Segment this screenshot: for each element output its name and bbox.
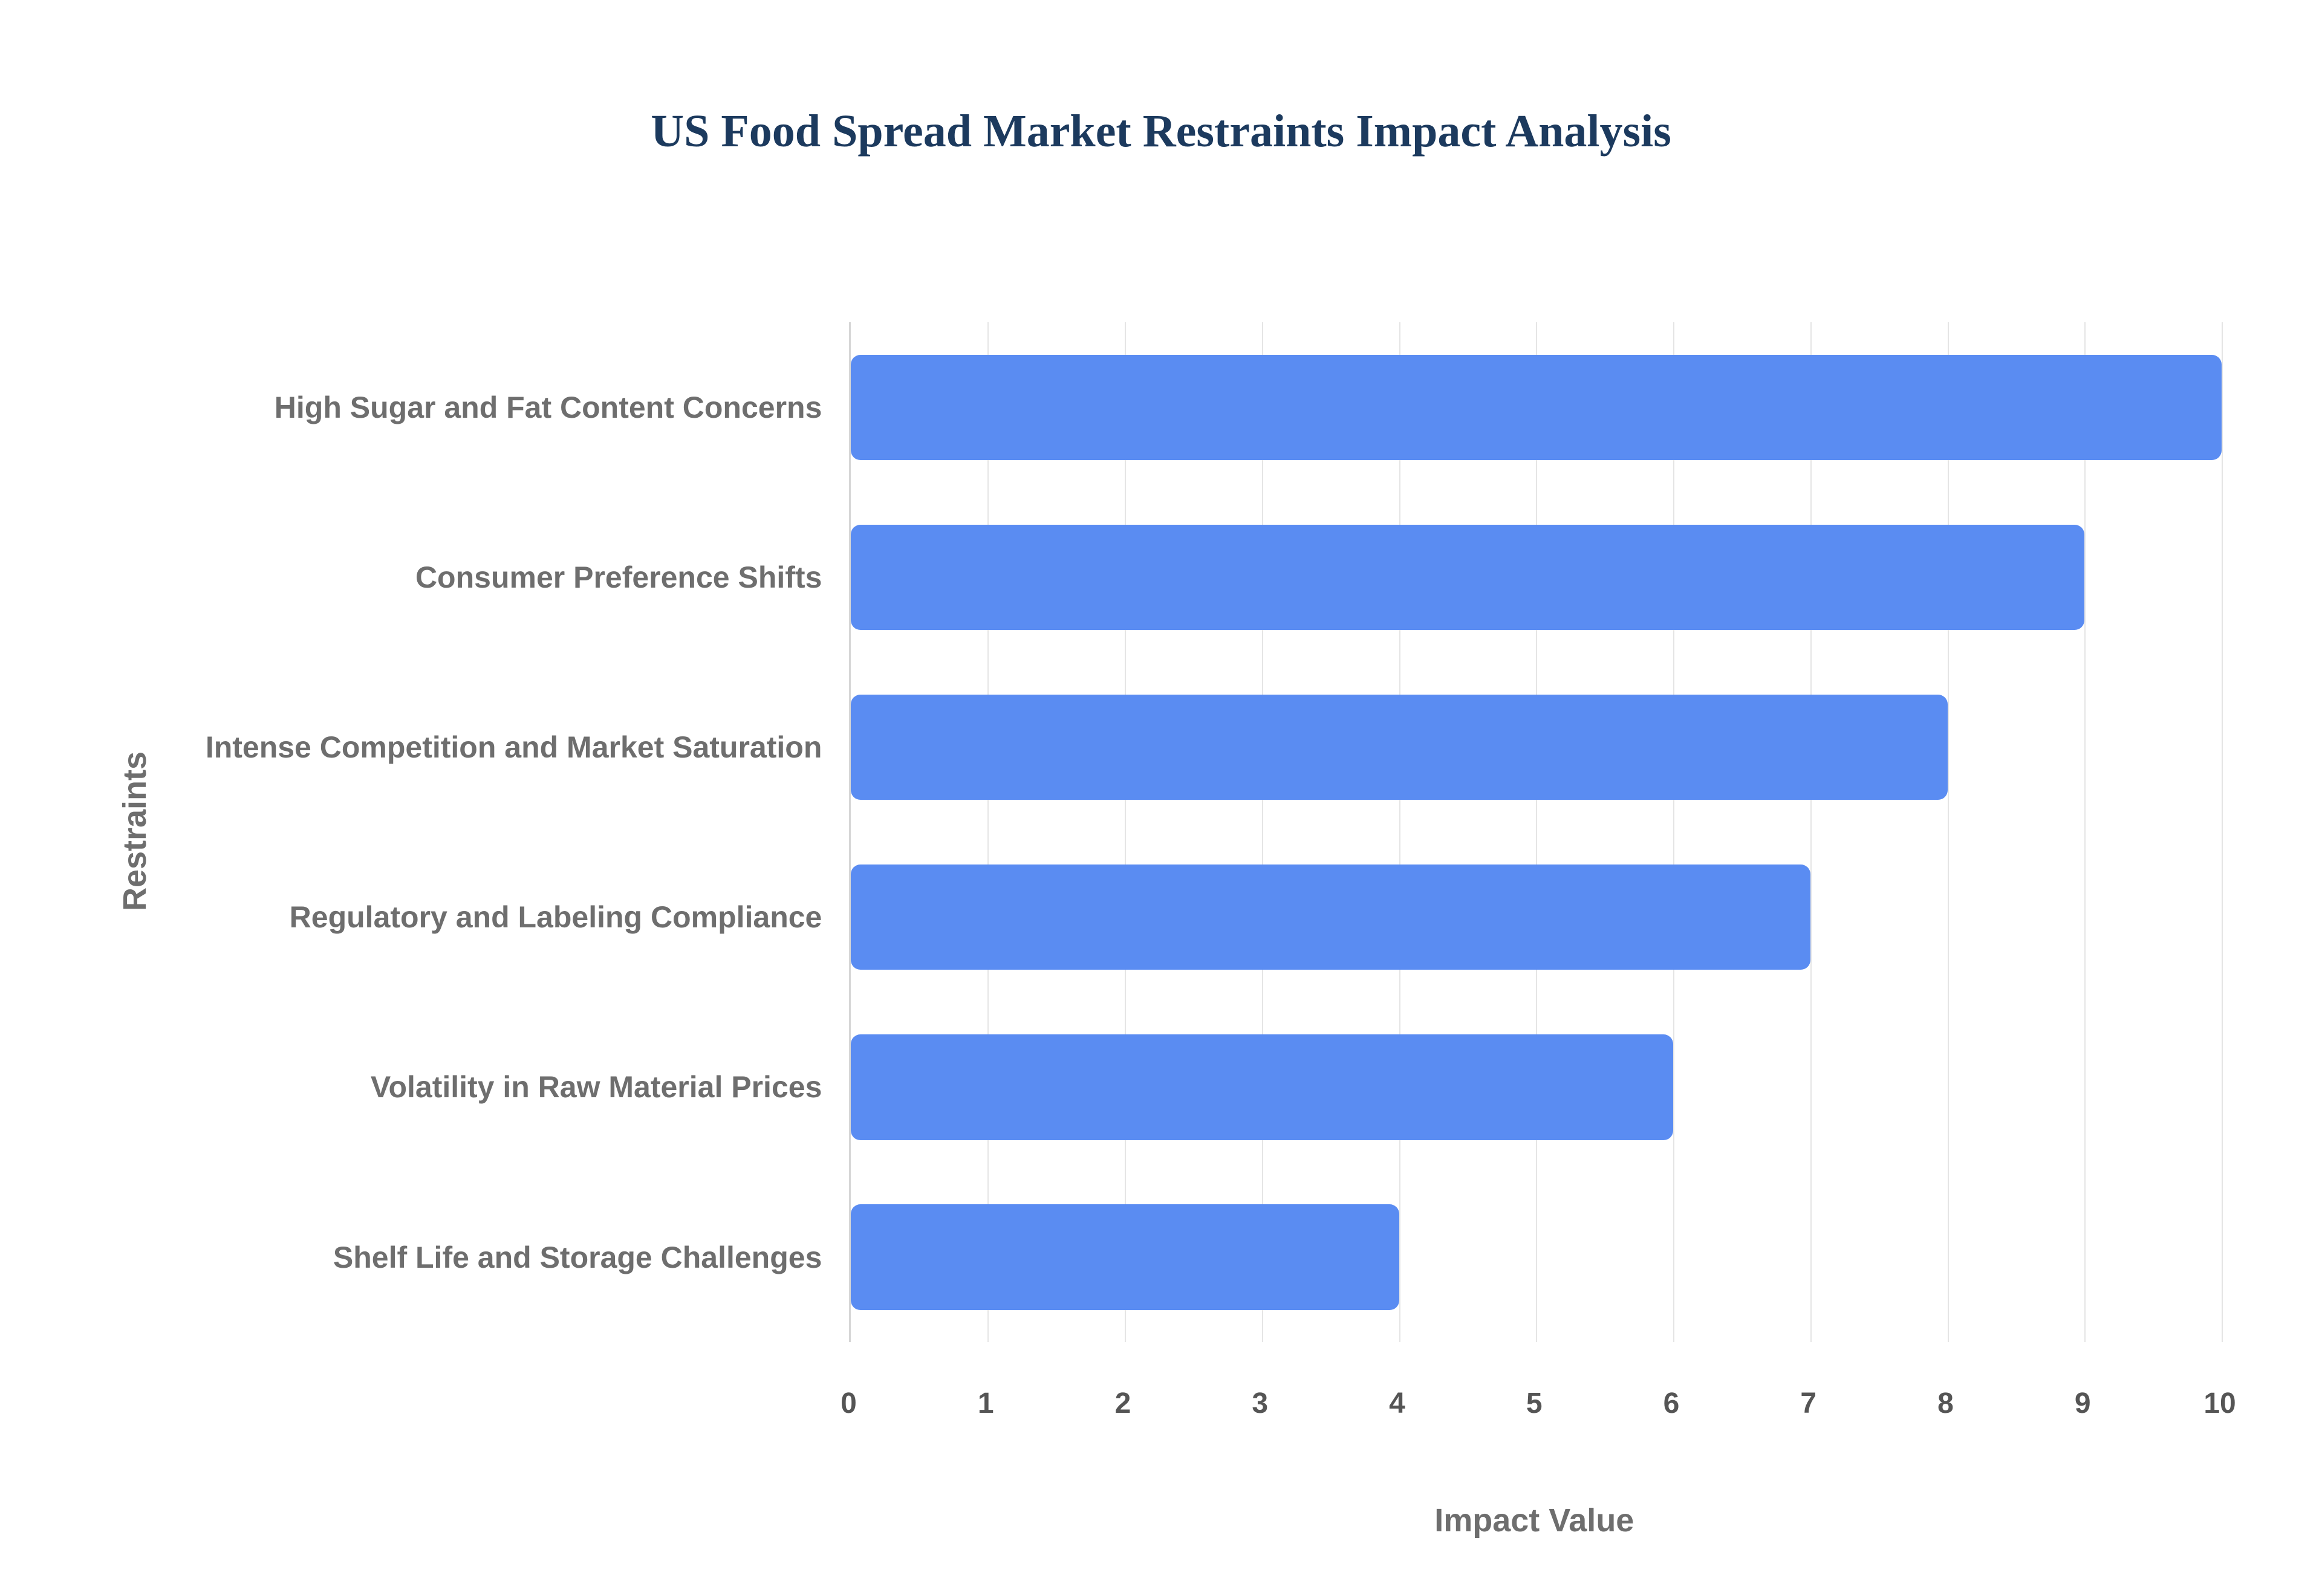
gridline	[2084, 322, 2086, 1343]
x-axis-ticks: 0 1 2 3 4 5 6 7 8 9 10	[841, 1387, 2236, 1423]
bar-row	[850, 492, 2222, 662]
chart-title: US Food Spread Market Restraints Impact …	[651, 106, 1671, 157]
x-tick-label: 8	[1937, 1387, 1954, 1420]
category-label: Volatility in Raw Material Prices	[370, 1070, 822, 1105]
category-label: Shelf Life and Storage Challenges	[333, 1240, 822, 1274]
gridline	[1536, 322, 1538, 1343]
x-tick-label: 5	[1526, 1387, 1543, 1420]
x-axis-title: Impact Value	[1434, 1502, 1634, 1539]
bar	[850, 864, 1810, 970]
bar-row	[850, 1172, 2222, 1342]
bar	[850, 1204, 1399, 1310]
bar-series	[850, 322, 2222, 1342]
x-tick-label: 10	[2203, 1387, 2236, 1420]
gridline	[1125, 322, 1127, 1343]
x-tick-label: 3	[1252, 1387, 1269, 1420]
bar-row	[850, 322, 2222, 492]
x-tick-label: 6	[1663, 1387, 1680, 1420]
x-tick-label: 2	[1114, 1387, 1131, 1420]
gridline	[1399, 322, 1400, 1343]
x-tick-label: 1	[977, 1387, 994, 1420]
plot-area	[848, 322, 2223, 1343]
bar	[850, 695, 1948, 800]
x-tick-label: 9	[2074, 1387, 2091, 1420]
x-tick-label: 4	[1389, 1387, 1405, 1420]
bar	[850, 1034, 1674, 1140]
x-tick-label: 7	[1800, 1387, 1817, 1420]
gridline	[987, 322, 989, 1343]
category-label: High Sugar and Fat Content Concerns	[274, 390, 822, 424]
gridline	[1261, 322, 1263, 1343]
bar-row	[850, 1002, 2222, 1172]
bar-row	[850, 663, 2222, 832]
gridline	[2222, 322, 2223, 1343]
gridline	[1810, 322, 1812, 1343]
bar	[850, 354, 2222, 460]
gridline	[1947, 322, 1949, 1343]
gridline	[1673, 322, 1675, 1343]
y-axis-title: Restraints	[116, 751, 153, 912]
bar-row	[850, 832, 2222, 1002]
category-label: Consumer Preference Shifts	[415, 560, 822, 594]
category-label: Regulatory and Labeling Compliance	[289, 900, 822, 935]
x-tick-label: 0	[841, 1387, 857, 1420]
category-label-column: High Sugar and Fat Content Concerns Consu…	[163, 322, 822, 1342]
category-label: Intense Competition and Market Saturatio…	[205, 730, 822, 765]
bar	[850, 524, 2085, 631]
